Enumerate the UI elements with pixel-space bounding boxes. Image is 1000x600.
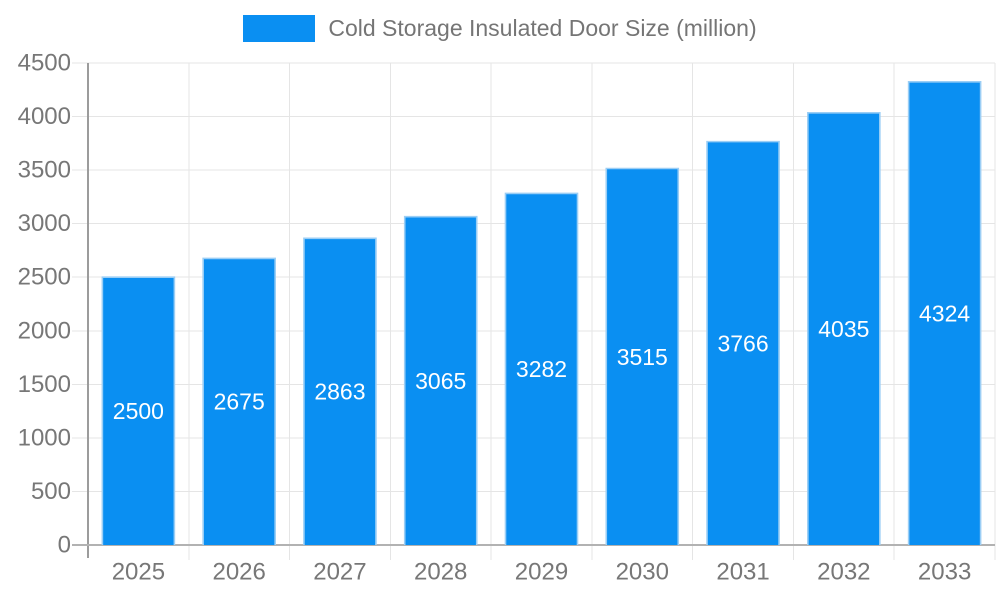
y-tick-label: 1000 — [18, 424, 71, 451]
x-tick-label: 2032 — [817, 559, 870, 586]
bar-value-label: 3766 — [717, 330, 768, 356]
bar-border — [907, 81, 982, 545]
bar-border — [807, 112, 881, 545]
bar-value-label: 4324 — [919, 300, 970, 326]
bar-border — [202, 257, 276, 545]
x-tick-label: 2027 — [313, 559, 366, 586]
bar-value-label: 2675 — [214, 389, 265, 415]
bar-value-label: 3065 — [415, 368, 466, 394]
y-tick-label: 2000 — [18, 317, 71, 344]
y-tick-label: 4500 — [18, 50, 71, 77]
x-tick-label: 2025 — [112, 559, 165, 586]
bar-border — [101, 276, 176, 545]
bar — [707, 141, 780, 545]
y-tick-label: 3000 — [18, 210, 71, 237]
bar-border — [504, 192, 579, 545]
bar-border — [605, 167, 680, 545]
y-tick-label: 4000 — [18, 103, 71, 130]
bar — [102, 277, 175, 545]
bar-border — [706, 140, 780, 545]
legend-label: Cold Storage Insulated Door Size (millio… — [328, 15, 757, 41]
legend[interactable]: Cold Storage Insulated Door Size (millio… — [0, 15, 1000, 42]
y-tick-label: 0 — [58, 532, 71, 559]
x-tick-label: 2029 — [515, 559, 568, 586]
bar — [908, 81, 981, 545]
y-tick-label: 3500 — [18, 157, 71, 184]
bar-value-label: 2500 — [113, 398, 164, 424]
legend-swatch — [243, 15, 316, 42]
x-tick-label: 2026 — [212, 559, 265, 586]
bar-value-label: 3282 — [516, 356, 567, 382]
x-tick-label: 2033 — [918, 559, 971, 586]
bar-value-label: 4035 — [818, 316, 869, 342]
y-tick-label: 2500 — [18, 264, 71, 291]
bar — [807, 112, 880, 545]
bar-border — [303, 237, 377, 545]
y-tick-label: 1500 — [18, 371, 71, 398]
bar-value-label: 3515 — [617, 344, 668, 370]
bar — [303, 238, 376, 545]
bar — [505, 193, 578, 545]
x-tick-label: 2031 — [716, 559, 769, 586]
bar — [404, 216, 477, 545]
x-tick-label: 2030 — [616, 559, 669, 586]
y-tick-label: 500 — [31, 478, 71, 505]
bar-border — [403, 215, 478, 545]
bar — [203, 258, 276, 545]
bar-value-label: 2863 — [314, 379, 365, 405]
x-tick-label: 2028 — [414, 559, 467, 586]
bar — [606, 168, 679, 545]
